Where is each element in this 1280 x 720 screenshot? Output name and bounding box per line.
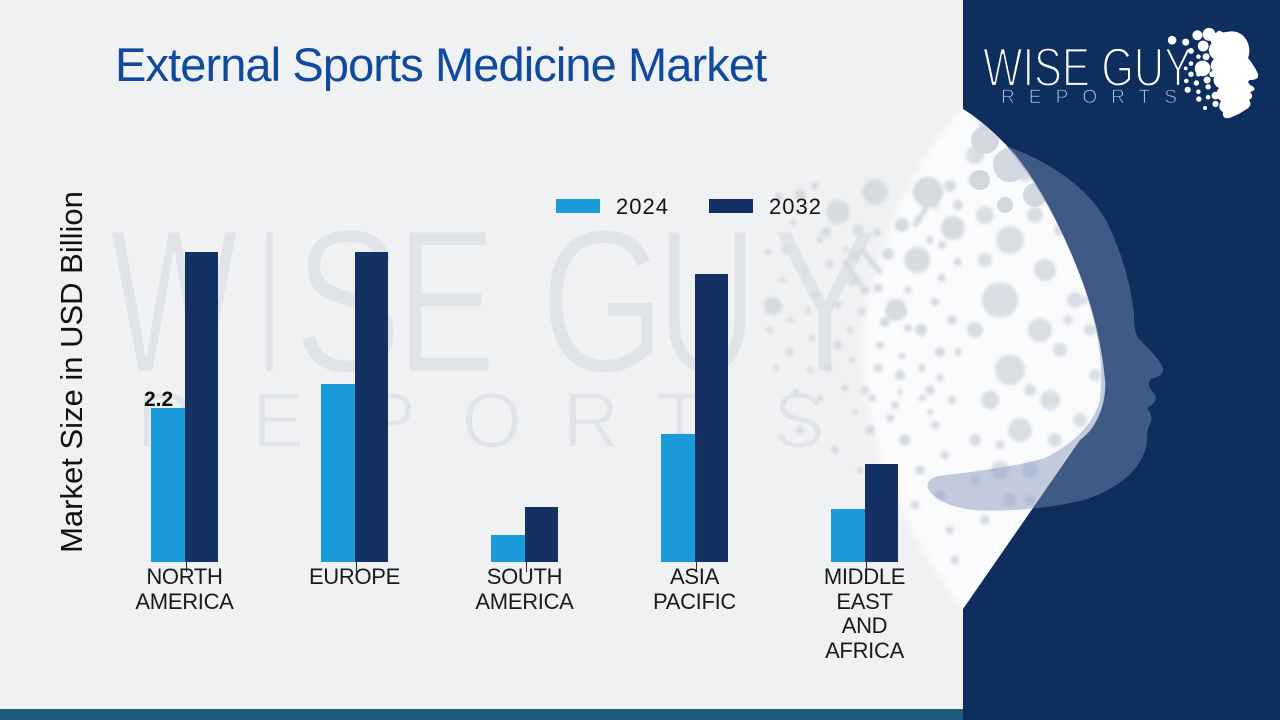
svg-text:E: E [252, 376, 304, 464]
svg-text:G: G [540, 187, 666, 416]
svg-text:R: R [563, 376, 619, 464]
svg-text:E: E [396, 187, 496, 416]
svg-text:I: I [258, 187, 281, 416]
svg-text:WISE GUY: WISE GUY [983, 36, 1192, 98]
svg-text:Y: Y [771, 187, 879, 416]
svg-text:S: S [773, 376, 825, 464]
svg-text:O: O [462, 376, 523, 464]
